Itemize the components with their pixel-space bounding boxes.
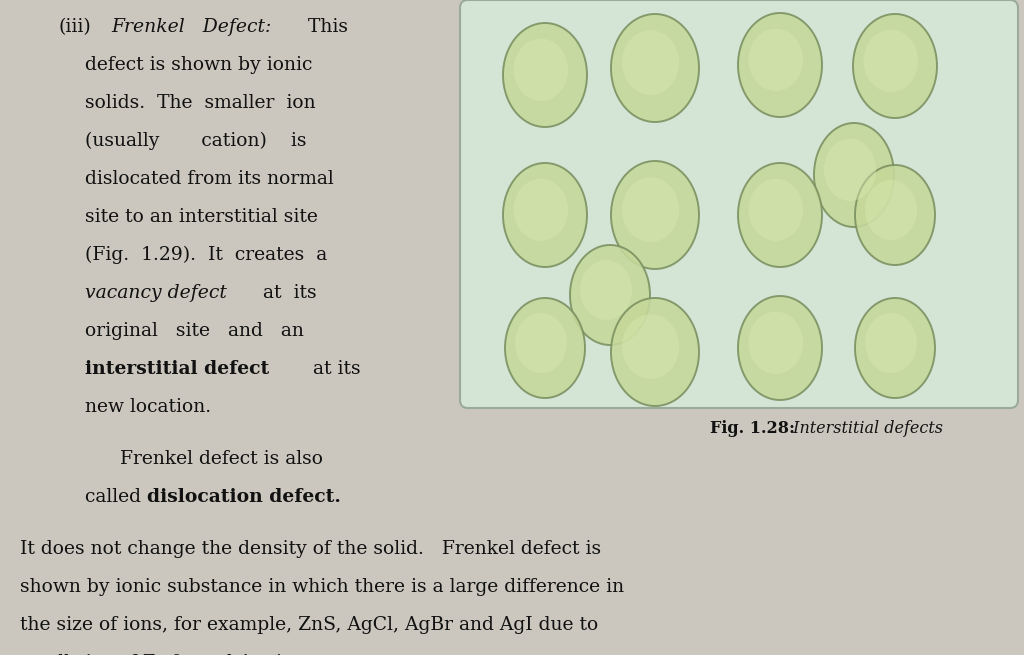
Text: This: This — [296, 18, 348, 36]
Text: shown by ionic substance in which there is a large difference in: shown by ionic substance in which there … — [20, 578, 624, 596]
Text: small size of Zn: small size of Zn — [20, 654, 168, 655]
Text: at its: at its — [307, 360, 360, 378]
Ellipse shape — [570, 245, 650, 345]
Ellipse shape — [611, 161, 699, 269]
Ellipse shape — [749, 179, 803, 241]
Ellipse shape — [855, 298, 935, 398]
Text: (iii): (iii) — [58, 18, 91, 36]
Text: +: + — [258, 654, 269, 655]
Text: dislocated from its normal: dislocated from its normal — [85, 170, 334, 188]
Ellipse shape — [505, 298, 585, 398]
Ellipse shape — [611, 14, 699, 122]
Ellipse shape — [814, 123, 894, 227]
Text: the size of ions, for example, ZnS, AgCl, AgBr and AgI due to: the size of ions, for example, ZnS, AgCl… — [20, 616, 598, 634]
Ellipse shape — [580, 260, 632, 320]
Ellipse shape — [513, 179, 568, 241]
Text: dislocation defect.: dislocation defect. — [147, 488, 341, 506]
Ellipse shape — [853, 14, 937, 118]
Ellipse shape — [865, 313, 918, 373]
FancyBboxPatch shape — [460, 0, 1018, 408]
Ellipse shape — [738, 163, 822, 267]
Text: 2+: 2+ — [172, 654, 191, 655]
Ellipse shape — [611, 298, 699, 406]
Ellipse shape — [515, 313, 567, 373]
Text: new location.: new location. — [85, 398, 211, 416]
Text: solids.  The  smaller  ion: solids. The smaller ion — [85, 94, 315, 112]
Ellipse shape — [738, 296, 822, 400]
Text: and Ag: and Ag — [193, 654, 264, 655]
Text: It does not change the density of the solid.   Frenkel defect is: It does not change the density of the so… — [20, 540, 601, 558]
Text: vacancy defect: vacancy defect — [85, 284, 227, 302]
Text: ions.: ions. — [270, 654, 321, 655]
Ellipse shape — [503, 23, 587, 127]
Text: Interstitial defects: Interstitial defects — [788, 420, 943, 437]
Text: called: called — [85, 488, 147, 506]
Ellipse shape — [865, 180, 918, 240]
Ellipse shape — [622, 30, 679, 95]
Ellipse shape — [622, 314, 679, 379]
Ellipse shape — [513, 39, 568, 101]
Text: original   site   and   an: original site and an — [85, 322, 304, 340]
Text: (usually       cation)    is: (usually cation) is — [85, 132, 306, 150]
Ellipse shape — [863, 29, 919, 92]
Text: Fig. 1.28:: Fig. 1.28: — [710, 420, 795, 437]
Ellipse shape — [749, 29, 803, 91]
Text: Frenkel   Defect:: Frenkel Defect: — [111, 18, 271, 36]
Ellipse shape — [622, 178, 679, 242]
Ellipse shape — [824, 139, 876, 201]
Text: defect is shown by ionic: defect is shown by ionic — [85, 56, 312, 74]
Text: Frenkel defect is also: Frenkel defect is also — [120, 450, 323, 468]
Ellipse shape — [855, 165, 935, 265]
Ellipse shape — [738, 13, 822, 117]
Text: site to an interstitial site: site to an interstitial site — [85, 208, 317, 226]
Ellipse shape — [749, 312, 803, 374]
Text: interstitial defect: interstitial defect — [85, 360, 269, 378]
Ellipse shape — [503, 163, 587, 267]
Text: (Fig.  1.29).  It  creates  a: (Fig. 1.29). It creates a — [85, 246, 328, 264]
Text: at  its: at its — [257, 284, 316, 302]
